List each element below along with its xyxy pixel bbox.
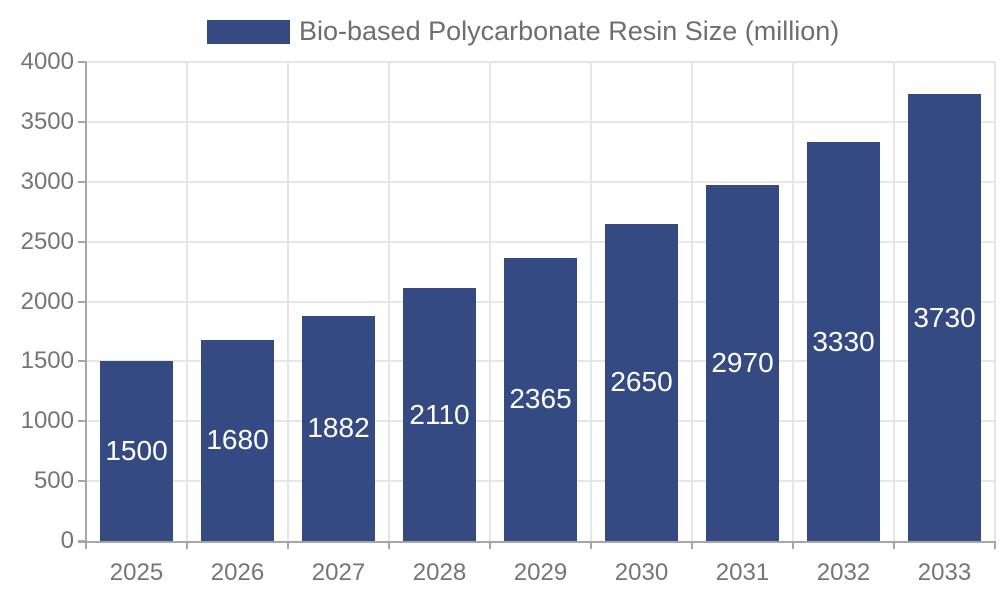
bar[interactable] [402, 288, 477, 541]
x-axis-tick [388, 541, 390, 549]
y-axis-tick [78, 360, 86, 363]
v-gridline [994, 62, 996, 541]
h-gridline [86, 120, 995, 123]
bar-value-label: 2970 [711, 347, 774, 379]
h-gridline [86, 180, 995, 183]
bar[interactable] [301, 315, 376, 541]
y-axis-tick [78, 180, 86, 183]
x-axis-tick [792, 541, 794, 549]
v-gridline [489, 62, 491, 541]
bar-value-label: 2110 [409, 398, 470, 430]
y-axis-label: 4000 [20, 48, 74, 75]
h-gridline [86, 61, 995, 63]
x-axis-label: 2032 [816, 559, 871, 586]
bar-value-label: 2650 [610, 366, 673, 398]
y-axis-tick [78, 300, 86, 303]
x-axis-tick [893, 541, 895, 549]
y-axis-tick [78, 240, 86, 243]
y-axis-tick [78, 480, 86, 483]
x-axis-label: 2031 [715, 559, 770, 586]
v-gridline [186, 62, 188, 541]
v-gridline [590, 62, 592, 541]
bar-value-label: 3730 [913, 301, 976, 333]
x-axis-tick [85, 541, 87, 549]
bar[interactable] [806, 142, 881, 541]
h-gridline [86, 240, 995, 243]
y-axis-label: 2000 [20, 287, 74, 315]
y-axis-line [85, 62, 87, 541]
v-gridline [287, 62, 289, 541]
x-axis-tick [590, 541, 592, 549]
x-axis-line [78, 541, 995, 543]
y-axis-label: 1500 [20, 347, 74, 375]
chart-legend[interactable]: Bio-based Polycarbonate Resin Size (mill… [207, 18, 839, 45]
y-axis-tick [78, 120, 86, 123]
bar[interactable] [503, 257, 578, 541]
bar-value-label: 1500 [105, 435, 168, 467]
bar[interactable] [200, 339, 275, 541]
bar[interactable] [907, 94, 982, 541]
bar-value-label: 2365 [509, 383, 572, 415]
v-gridline [691, 62, 693, 541]
bar-value-label: 1680 [206, 424, 269, 456]
x-axis-label: 2030 [614, 559, 669, 586]
bar[interactable] [99, 361, 174, 541]
y-axis-tick [78, 61, 86, 63]
x-axis-tick [489, 541, 491, 549]
v-gridline [388, 62, 390, 541]
x-axis-label: 2028 [412, 559, 467, 586]
x-axis-label: 2027 [311, 559, 366, 586]
legend-swatch [207, 19, 290, 44]
x-axis-label: 2025 [109, 559, 164, 586]
bar[interactable] [604, 223, 679, 541]
v-gridline [792, 62, 794, 541]
y-axis-label: 3500 [20, 107, 74, 135]
x-axis-label: 2033 [917, 559, 972, 586]
y-axis-label: 0 [60, 527, 74, 554]
y-axis-label: 2500 [20, 227, 74, 255]
v-gridline [893, 62, 895, 541]
bar[interactable] [705, 185, 780, 541]
y-axis-label: 3000 [20, 167, 74, 195]
x-axis-tick [287, 541, 289, 549]
bar-value-label: 1882 [307, 412, 370, 444]
x-axis-tick [186, 541, 188, 549]
x-axis-label: 2029 [513, 559, 568, 586]
x-axis-tick [691, 541, 693, 549]
x-axis-label: 2026 [210, 559, 265, 586]
y-axis-label: 500 [33, 467, 74, 495]
x-axis-tick [994, 541, 996, 549]
legend-label: Bio-based Polycarbonate Resin Size (mill… [299, 16, 840, 46]
y-axis-label: 1000 [20, 407, 74, 435]
bar-value-label: 3330 [812, 325, 875, 357]
y-axis-tick [78, 420, 86, 423]
